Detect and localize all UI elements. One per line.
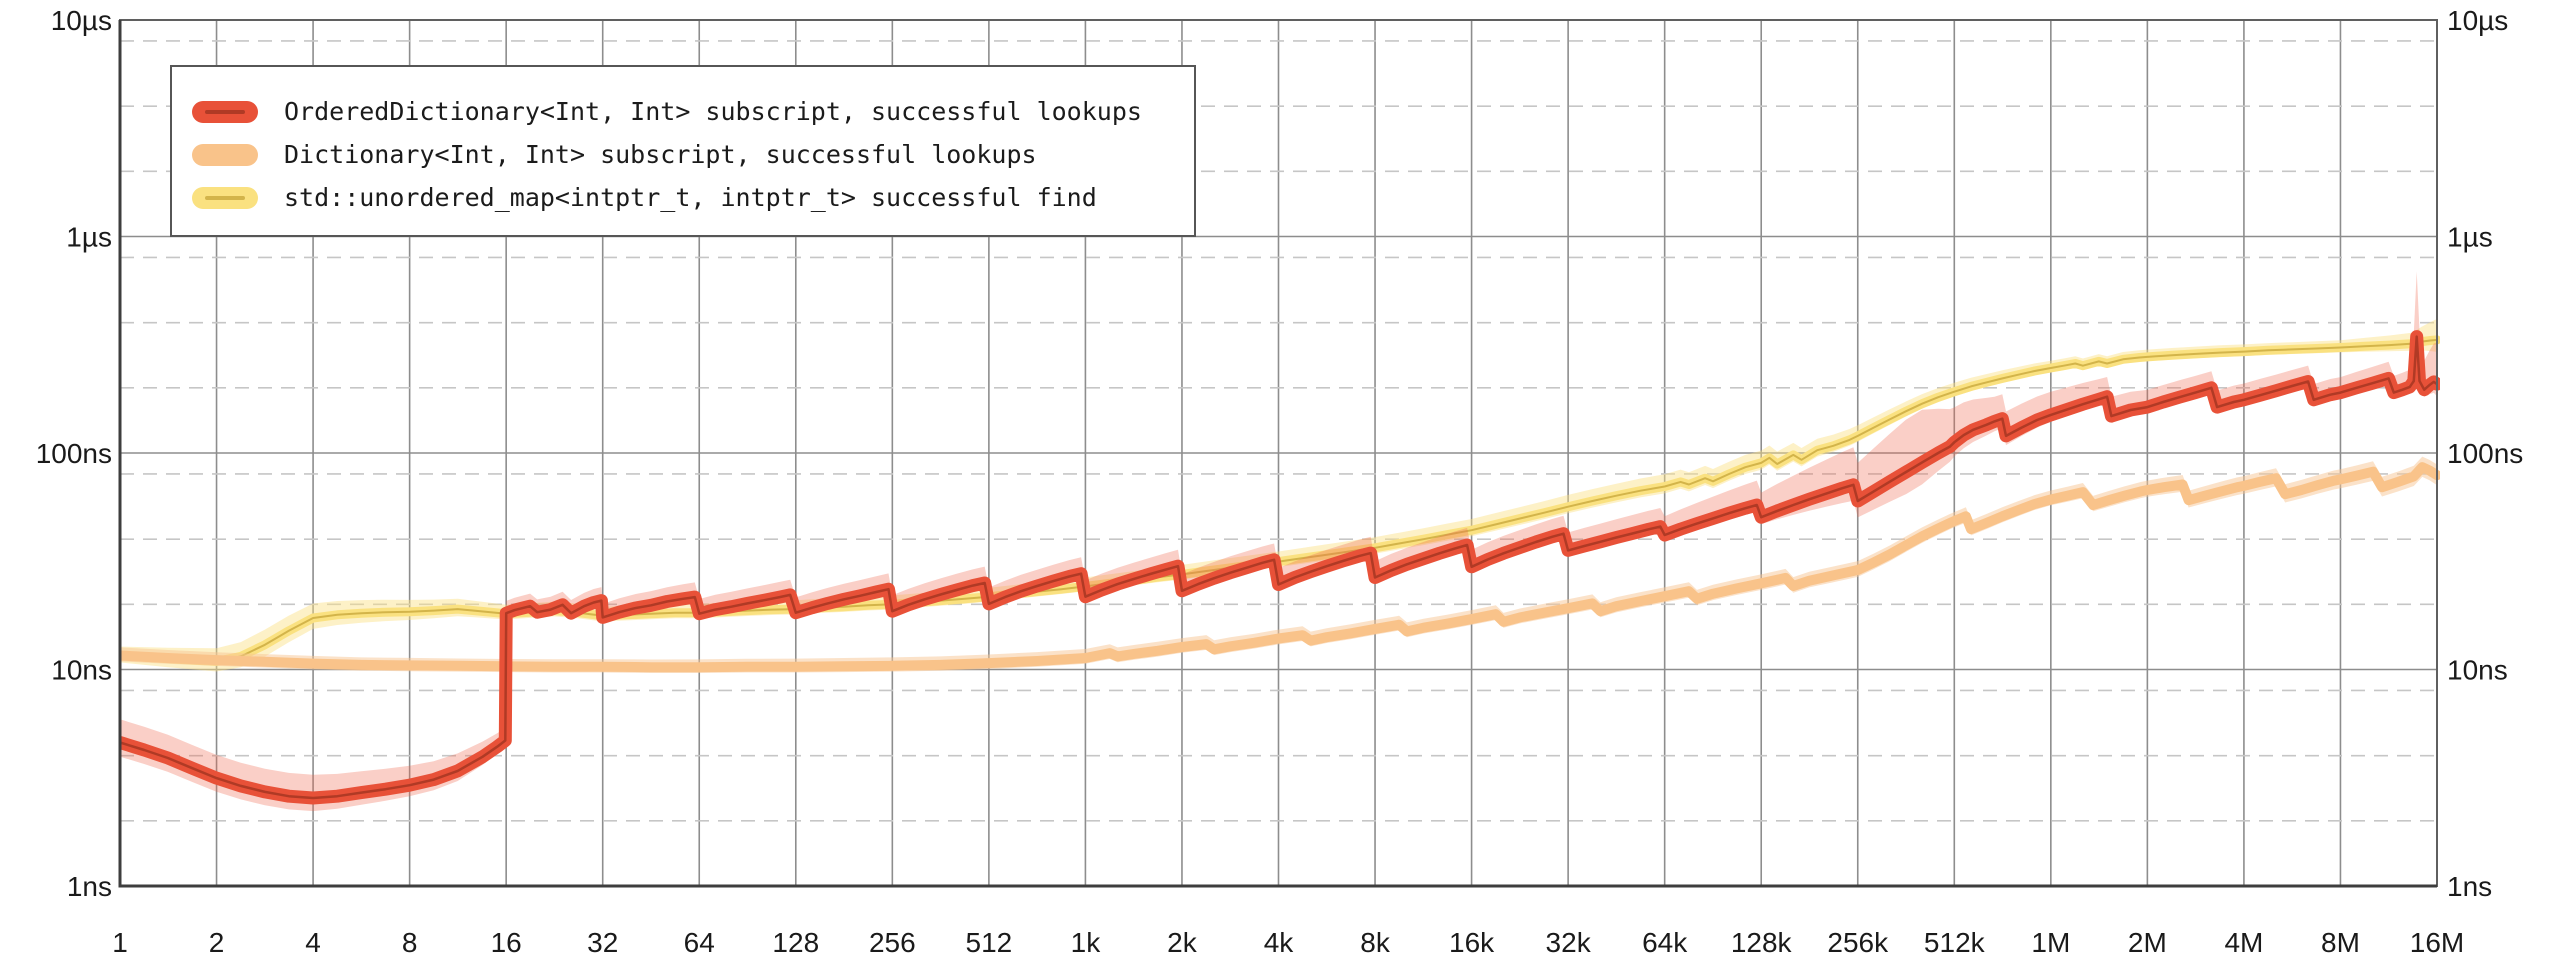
y-tick-label-right: 1ns: [2447, 871, 2492, 902]
x-tick-label: 1M: [2031, 927, 2070, 958]
x-tick-label: 32k: [1546, 927, 1592, 958]
legend-swatch-core: [205, 153, 245, 157]
y-tick-label-left: 1ns: [67, 871, 112, 902]
legend-swatch-yellow: [192, 186, 258, 209]
legend-swatch-orange: [192, 143, 258, 166]
legend-swatch-red: [192, 100, 258, 123]
x-tick-label: 2k: [1167, 927, 1198, 958]
axis-labels: 1 2 4 8 16 32 64 128 256 512 1k 2k 4k 8k 16k 32k 64k 128k…: [36, 5, 2524, 958]
y-tick-label-right: 100ns: [2447, 438, 2523, 469]
x-tick-label: 2: [209, 927, 225, 958]
legend: OrderedDictionary<Int, Int> subscript, s…: [170, 65, 1196, 237]
x-tick-label: 4k: [1264, 927, 1295, 958]
series-line: [119, 462, 2440, 673]
x-tick-label: 1: [112, 927, 128, 958]
legend-label: Dictionary<Int, Int> subscript, successf…: [284, 140, 1037, 169]
legend-swatch-core: [205, 195, 245, 200]
error-band: [120, 456, 2437, 673]
x-tick-label: 64k: [1642, 927, 1688, 958]
x-tick-label: 32: [587, 927, 618, 958]
y-tick-label-left: 100ns: [36, 438, 112, 469]
x-tick-label: 16M: [2410, 927, 2464, 958]
y-tick-label-left: 10ns: [51, 655, 112, 686]
x-tick-label: 128: [772, 927, 819, 958]
x-tick-label: 64: [684, 927, 715, 958]
x-tick-label: 128k: [1731, 927, 1793, 958]
x-tick-label: 256: [869, 927, 916, 958]
legend-item-unordered-map: std::unordered_map<intptr_t, intptr_t> s…: [172, 176, 1194, 219]
y-tick-label-left: 10µs: [51, 5, 112, 36]
y-tick-label-left: 1µs: [66, 222, 112, 253]
y-tick-label-right: 10ns: [2447, 655, 2508, 686]
legend-swatch-core: [205, 109, 245, 114]
y-tick-label-right: 10µs: [2447, 5, 2508, 36]
legend-item-ordereddictionary: OrderedDictionary<Int, Int> subscript, s…: [172, 90, 1194, 133]
series-group: [119, 271, 2440, 812]
x-tick-label: 16: [491, 927, 522, 958]
x-tick-label: 512: [966, 927, 1013, 958]
legend-label: std::unordered_map<intptr_t, intptr_t> s…: [284, 183, 1097, 212]
series-core-line: [119, 335, 2438, 800]
x-tick-label: 8k: [1360, 927, 1391, 958]
x-tick-label: 8M: [2321, 927, 2360, 958]
x-tick-label: 1k: [1071, 927, 1102, 958]
legend-label: OrderedDictionary<Int, Int> subscript, s…: [284, 97, 1142, 126]
x-tick-label: 4: [305, 927, 321, 958]
x-tick-label: 8: [402, 927, 418, 958]
y-tick-label-right: 1µs: [2447, 222, 2493, 253]
x-tick-label: 2M: [2128, 927, 2167, 958]
x-tick-label: 4M: [2224, 927, 2263, 958]
x-tick-label: 16k: [1449, 927, 1495, 958]
legend-item-dictionary: Dictionary<Int, Int> subscript, successf…: [172, 133, 1194, 176]
x-tick-label: 512k: [1924, 927, 1986, 958]
x-tick-label: 256k: [1827, 927, 1889, 958]
